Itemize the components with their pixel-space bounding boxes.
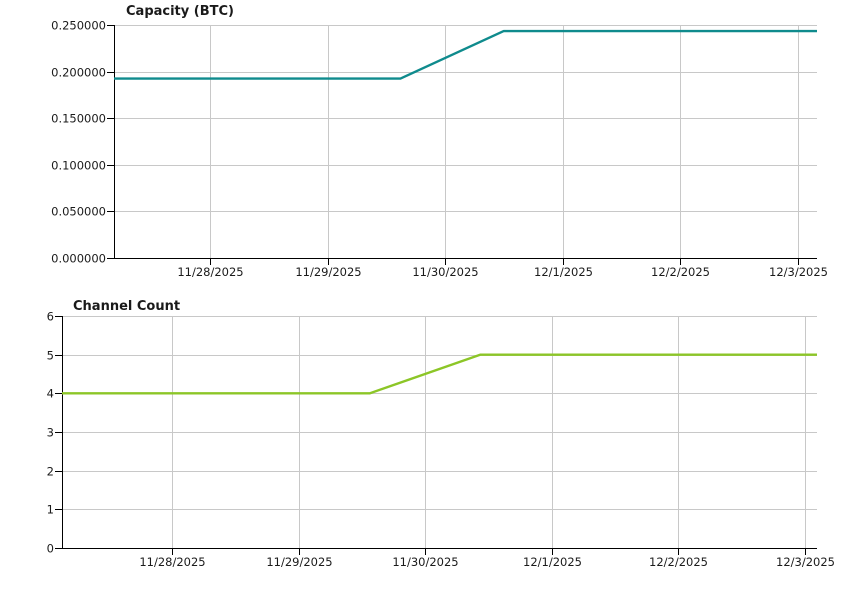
capacity-x-tick-label: 11/29/2025 — [295, 265, 361, 279]
channel-series-line — [62, 353, 817, 395]
capacity-chart-svg: 0.250000 0.200000 0.150000 0.100000 0.050000… — [51, 4, 828, 279]
channel-y-tick-label: 2 — [47, 465, 54, 479]
capacity-y-tick-label: 0.200000 — [51, 66, 106, 80]
capacity-x-tick-label: 12/3/2025 — [769, 265, 828, 279]
channel-gridlines — [62, 316, 817, 548]
channel-axes — [61, 316, 817, 550]
capacity-x-tick-label: 11/28/2025 — [177, 265, 243, 279]
capacity-yticks: 0.250000 0.200000 0.150000 0.100000 0.050000… — [51, 19, 114, 266]
capacity-x-tick-label: 12/1/2025 — [534, 265, 593, 279]
capacity-y-tick-label: 0.050000 — [51, 205, 106, 219]
channel-y-tick-label: 4 — [47, 387, 54, 401]
capacity-gridlines — [114, 25, 817, 258]
channel-count-chart-panel: 6 5 4 3 2 1 0 11/28/2025 11/29/2025 11/30/2025 12… — [0, 290, 860, 600]
channel-y-tick-label: 1 — [47, 503, 54, 517]
capacity-y-tick-label: 0.100000 — [51, 159, 106, 173]
capacity-chart-panel: 0.250000 0.200000 0.150000 0.100000 0.050000… — [0, 0, 860, 290]
channel-y-tick-label: 3 — [47, 426, 54, 440]
channel-x-tick-label: 12/3/2025 — [776, 555, 835, 569]
capacity-series-line — [114, 29, 817, 80]
channel-x-tick-label: 11/29/2025 — [266, 555, 332, 569]
channel-x-tick-label: 12/2/2025 — [649, 555, 708, 569]
channel-count-chart-svg: 6 5 4 3 2 1 0 11/28/2025 11/29/2025 11/30/2025 12… — [47, 299, 835, 569]
capacity-y-tick-label: 0.000000 — [51, 252, 106, 266]
capacity-x-tick-label: 11/30/2025 — [412, 265, 478, 279]
capacity-axes — [113, 25, 817, 260]
channel-y-tick-label: 5 — [47, 349, 54, 363]
channel-y-tick-label: 6 — [47, 310, 54, 324]
channel-x-tick-label: 11/28/2025 — [139, 555, 205, 569]
channel-xticks: 11/28/2025 11/29/2025 11/30/2025 12/1/2025 1… — [139, 548, 835, 569]
channel-count-chart-title: Channel Count — [73, 299, 180, 314]
channel-x-tick-label: 11/30/2025 — [392, 555, 458, 569]
capacity-xticks: 11/28/2025 11/29/2025 11/30/2025 12/1/2025 1… — [177, 258, 828, 279]
channel-yticks: 6 5 4 3 2 1 0 — [47, 310, 62, 556]
capacity-y-tick-label: 0.150000 — [51, 112, 106, 126]
capacity-x-tick-label: 12/2/2025 — [651, 265, 710, 279]
channel-y-tick-label: 0 — [47, 542, 54, 556]
capacity-chart-title: Capacity (BTC) — [126, 4, 234, 19]
capacity-y-tick-label: 0.250000 — [51, 19, 106, 33]
channel-x-tick-label: 12/1/2025 — [523, 555, 582, 569]
